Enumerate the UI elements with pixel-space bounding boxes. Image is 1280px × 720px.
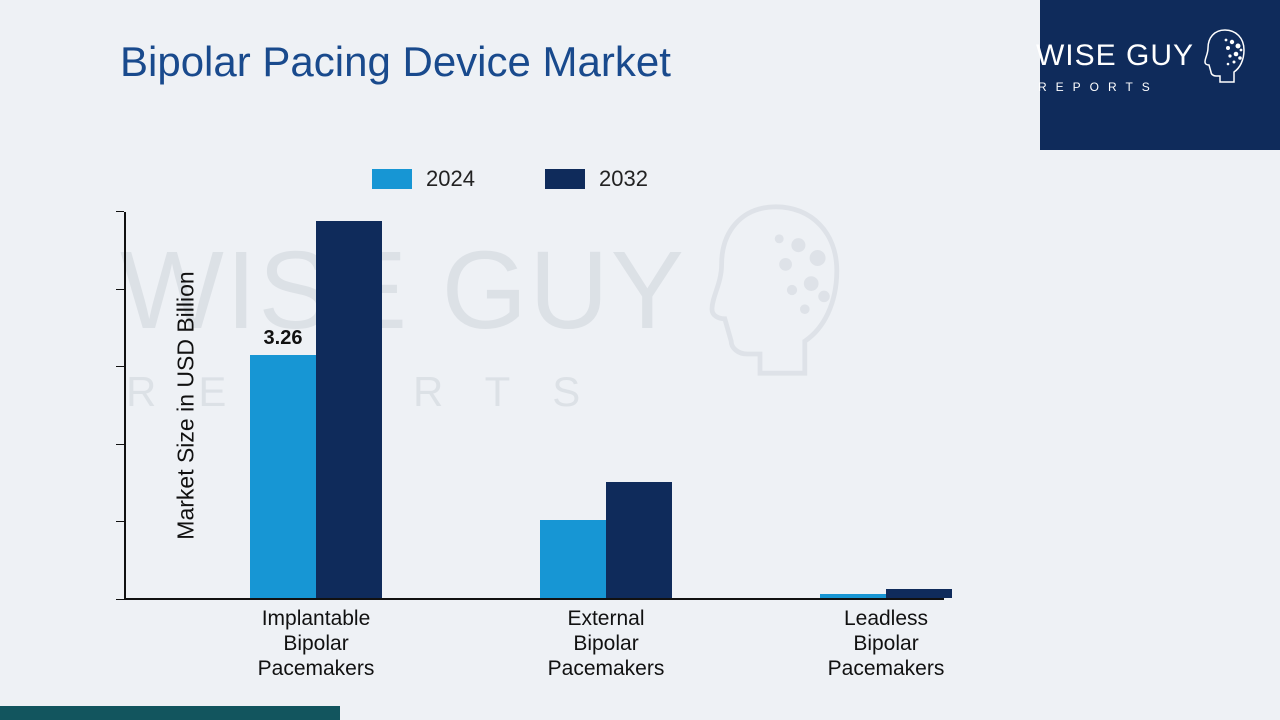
legend-label-2024: 2024 <box>426 166 475 192</box>
bar-2032 <box>606 482 672 598</box>
bar-group: LeadlessBipolarPacemakers <box>786 589 986 598</box>
chart: 2024 2032 Market Size in USD Billion 3.2… <box>60 160 960 680</box>
bar-2032 <box>886 589 952 598</box>
x-axis-label: ExternalBipolarPacemakers <box>506 606 706 682</box>
legend-item-2024: 2024 <box>372 166 475 192</box>
bar-value-label: 3.26 <box>250 327 316 350</box>
plot-area: 3.26ImplantableBipolarPacemakers External… <box>124 212 944 600</box>
bar-2024 <box>540 520 606 598</box>
brand-head-icon <box>1200 28 1250 84</box>
bottom-accent-bar <box>0 706 340 720</box>
bar-group: 3.26ImplantableBipolarPacemakers <box>216 221 416 598</box>
bar-2032 <box>316 221 382 598</box>
bar-group: ExternalBipolarPacemakers <box>506 482 706 598</box>
legend-swatch-2032 <box>545 169 585 189</box>
bar-2024 <box>820 594 886 598</box>
legend-item-2032: 2032 <box>545 166 648 192</box>
brand-logo: WISE GUY REPORTS <box>1036 28 1250 94</box>
legend-swatch-2024 <box>372 169 412 189</box>
y-ticks <box>96 212 124 600</box>
x-axis-label: ImplantableBipolarPacemakers <box>216 606 416 682</box>
brand-name: WISE GUY <box>1036 39 1194 73</box>
x-axis-label: LeadlessBipolarPacemakers <box>786 606 986 682</box>
bar-2024: 3.26 <box>250 355 316 598</box>
legend-label-2032: 2032 <box>599 166 648 192</box>
chart-title: Bipolar Pacing Device Market <box>120 38 671 86</box>
legend: 2024 2032 <box>60 166 960 192</box>
